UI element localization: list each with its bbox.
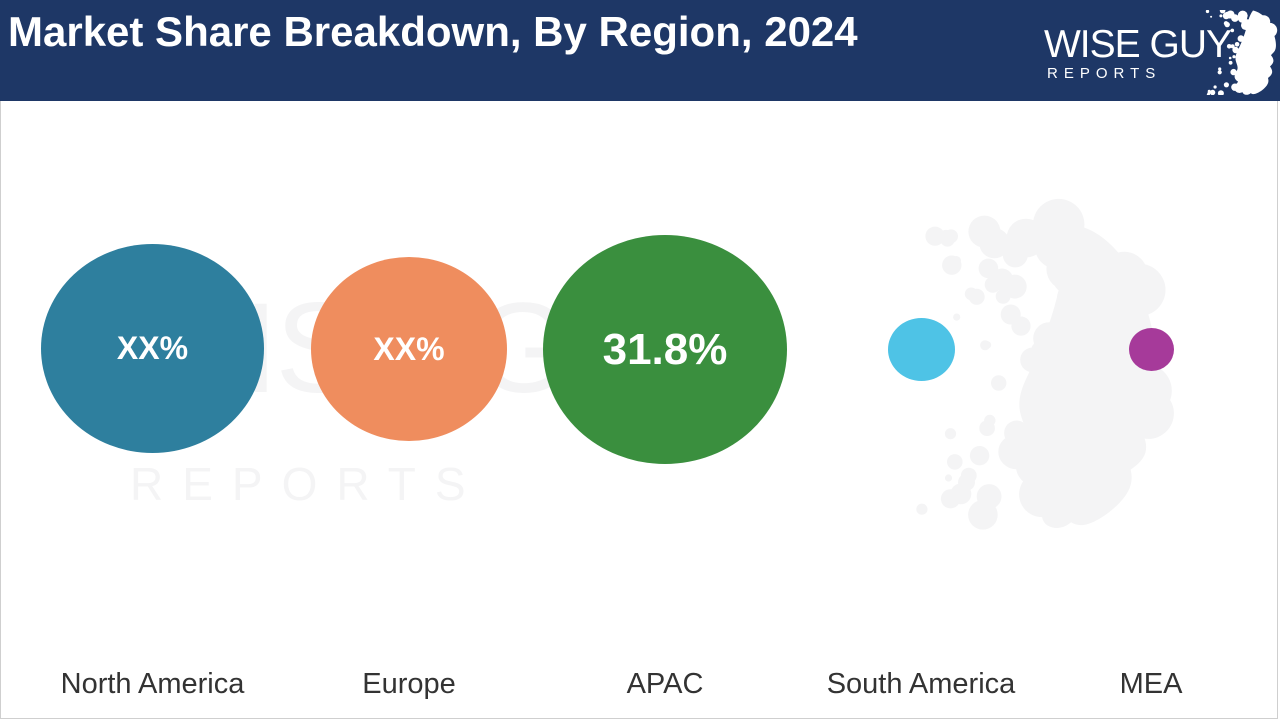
- svg-text:REPORTS: REPORTS: [1047, 65, 1161, 82]
- svg-text:WISE GUY: WISE GUY: [1044, 23, 1232, 66]
